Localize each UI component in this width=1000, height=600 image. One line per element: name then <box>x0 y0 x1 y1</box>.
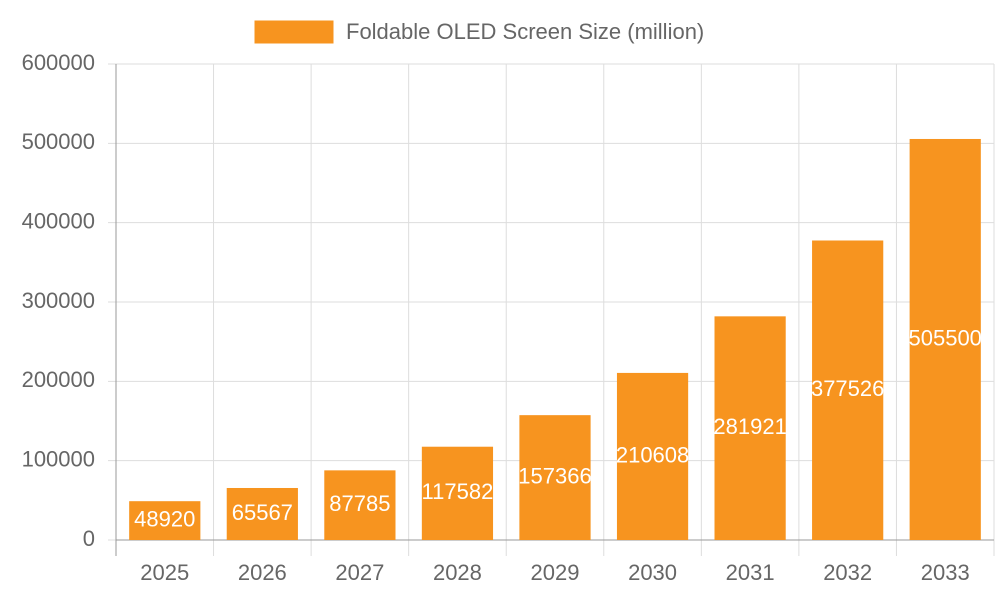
data-label: 281921 <box>713 414 786 439</box>
x-tick-label: 2026 <box>238 560 287 585</box>
y-tick-label: 600000 <box>22 50 95 75</box>
bar <box>909 138 981 540</box>
x-tick-label: 2027 <box>335 560 384 585</box>
y-tick-label: 300000 <box>22 288 95 313</box>
bar <box>421 446 494 540</box>
x-tick-label: 2025 <box>140 560 189 585</box>
data-label: 117582 <box>422 479 494 504</box>
y-tick-label: 200000 <box>22 367 95 392</box>
bar <box>812 240 884 540</box>
bar <box>714 316 786 540</box>
data-label: 65567 <box>232 500 293 525</box>
x-tick-label: 2030 <box>628 560 677 585</box>
x-tick-label: 2031 <box>726 560 775 585</box>
data-label: 48920 <box>134 506 195 531</box>
data-label: 377526 <box>811 376 884 401</box>
y-tick-label: 100000 <box>22 446 95 471</box>
bar <box>226 487 298 540</box>
y-tick-label: 0 <box>83 526 95 551</box>
data-label: 87785 <box>329 491 390 516</box>
data-label: 210608 <box>616 442 689 467</box>
x-tick-label: 2033 <box>921 560 970 585</box>
bar <box>129 501 201 540</box>
bar <box>519 415 591 540</box>
bar <box>616 372 689 540</box>
bar <box>324 470 396 540</box>
y-tick-label: 400000 <box>22 208 95 233</box>
legend-swatch <box>253 19 335 45</box>
legend-label: Foldable OLED Screen Size (million) <box>346 19 704 44</box>
data-label: 505500 <box>909 325 982 350</box>
x-tick-label: 2029 <box>531 560 580 585</box>
x-tick-label: 2032 <box>823 560 872 585</box>
x-tick-label: 2028 <box>433 560 482 585</box>
data-label: 157366 <box>518 463 591 488</box>
y-tick-label: 500000 <box>22 129 95 154</box>
